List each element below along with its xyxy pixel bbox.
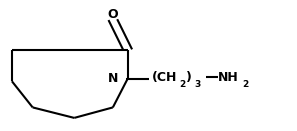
Text: (CH: (CH: [151, 71, 177, 84]
Text: ): ): [186, 71, 192, 84]
Text: NH: NH: [218, 71, 239, 84]
Text: N: N: [108, 72, 118, 85]
Text: O: O: [108, 8, 118, 21]
Text: 3: 3: [195, 80, 201, 89]
Text: 2: 2: [242, 80, 248, 89]
Text: 2: 2: [180, 80, 186, 89]
